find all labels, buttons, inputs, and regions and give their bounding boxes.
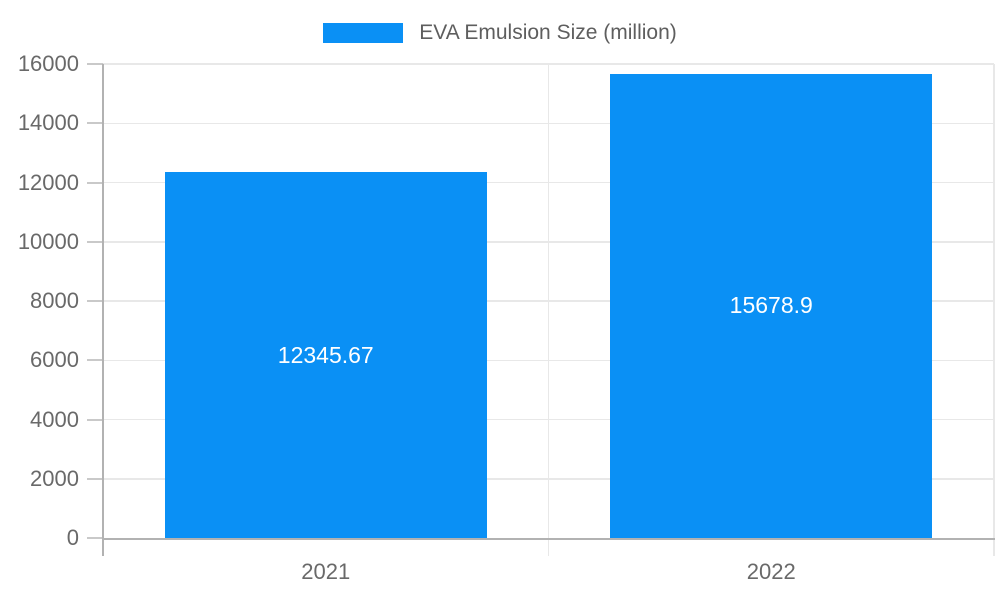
y-axis-label: 8000 xyxy=(30,288,79,313)
bar-value-label: 15678.9 xyxy=(729,292,813,319)
x-axis-line xyxy=(102,538,995,540)
y-tick xyxy=(87,418,103,421)
y-tick xyxy=(87,477,103,480)
y-axis-label: 16000 xyxy=(17,51,79,76)
legend[interactable]: EVA Emulsion Size (million) xyxy=(0,11,1000,55)
y-axis-label: 12000 xyxy=(17,169,79,195)
x-axis-label: 2021 xyxy=(301,559,351,584)
y-axis-label: 10000 xyxy=(17,228,79,254)
y-axis-label: 6000 xyxy=(30,347,79,373)
legend-label: EVA Emulsion Size (million) xyxy=(419,21,677,44)
y-tick xyxy=(87,537,103,539)
y-tick xyxy=(87,122,103,125)
x-gridline xyxy=(993,64,995,556)
y-axis-label: 4000 xyxy=(30,406,79,432)
y-tick xyxy=(87,181,103,184)
bar-2021[interactable]: 12345.67 xyxy=(164,172,487,538)
y-tick xyxy=(87,300,103,302)
y-axis-label: 14000 xyxy=(17,110,79,136)
y-axis-line xyxy=(102,64,104,556)
y-axis-label: 2000 xyxy=(30,465,79,491)
bar-2022[interactable]: 15678.9 xyxy=(610,73,933,538)
bar-value-label: 12345.67 xyxy=(277,341,374,368)
y-tick xyxy=(87,240,103,243)
legend-swatch xyxy=(323,23,404,43)
y-tick xyxy=(87,63,103,65)
y-axis-label: 0 xyxy=(66,525,79,550)
x-axis-label: 2022 xyxy=(746,559,796,584)
x-gridline xyxy=(547,64,550,556)
y-tick xyxy=(87,359,103,362)
